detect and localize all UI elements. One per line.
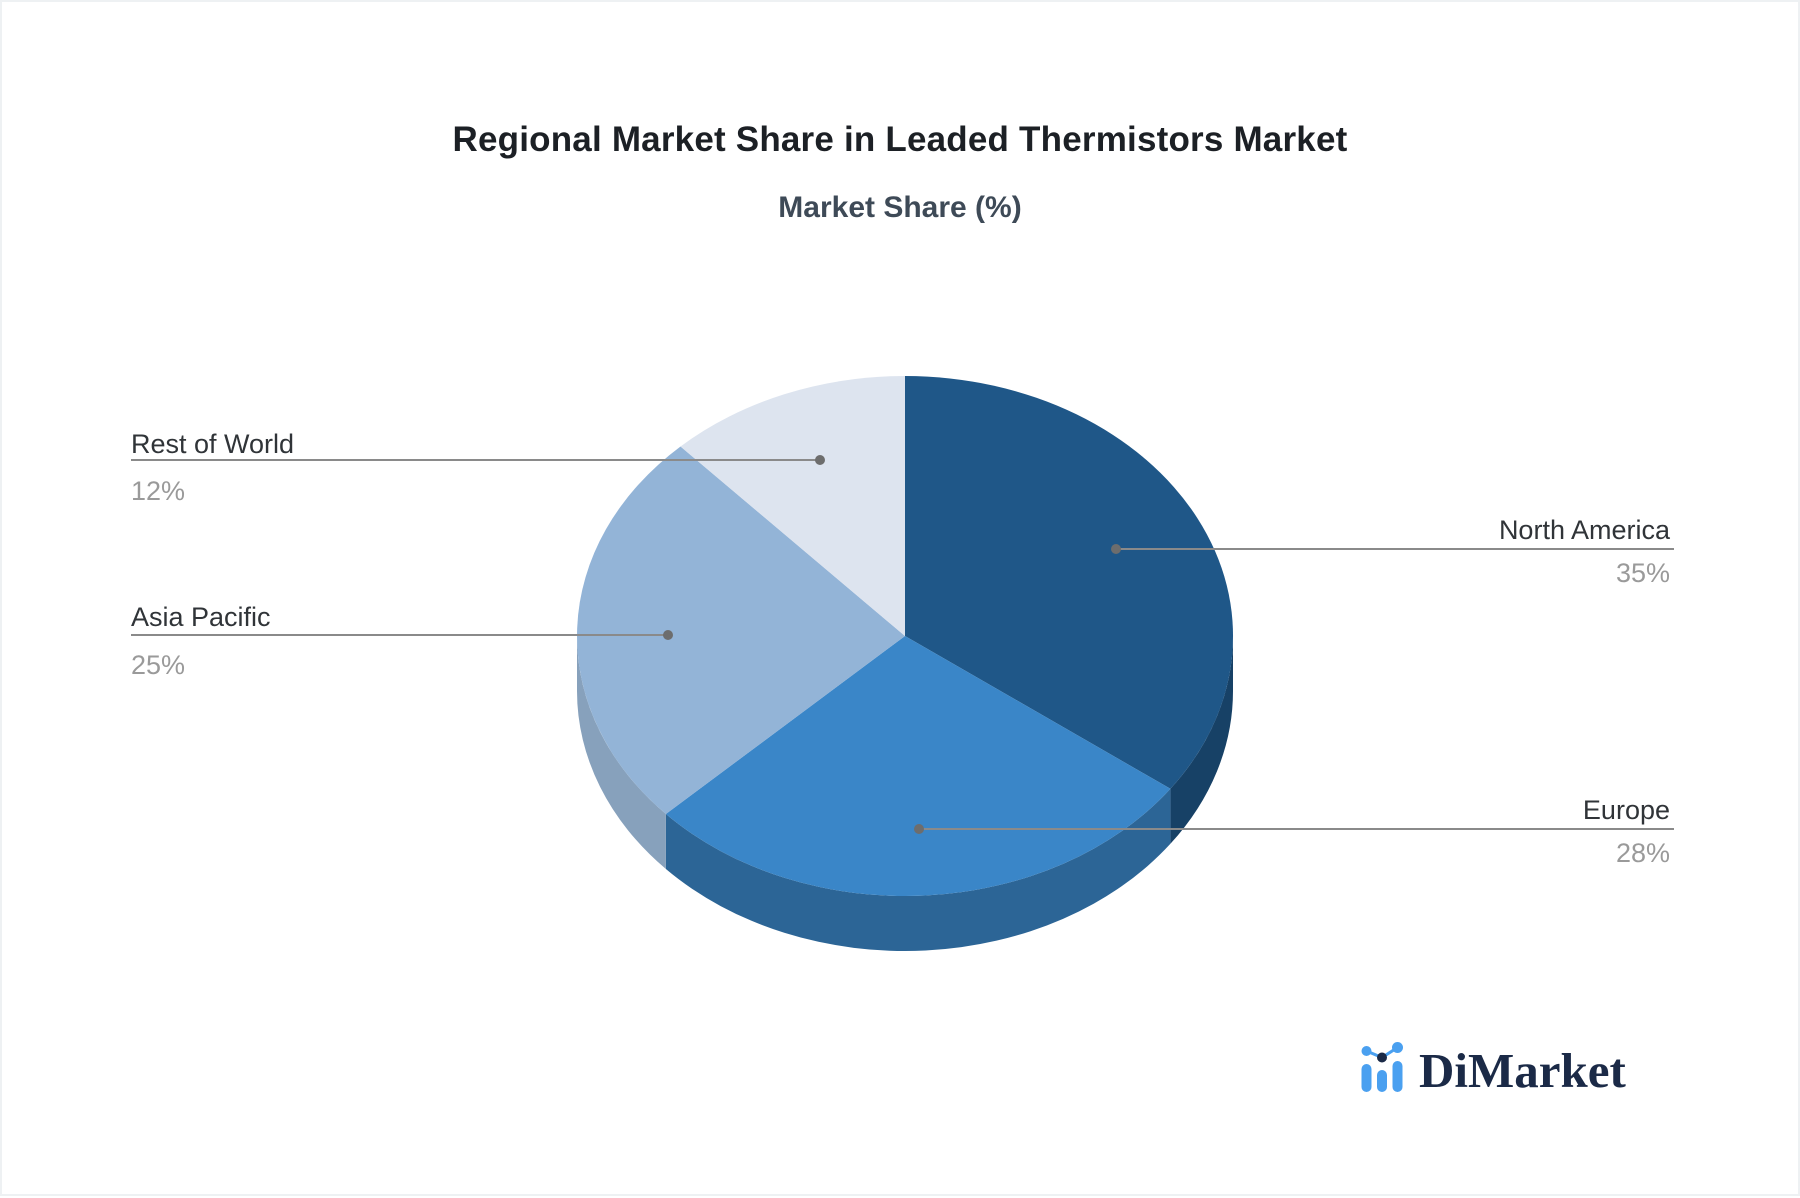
leader-dot-north-america	[1111, 544, 1121, 554]
callout-value: 28%	[1615, 838, 1670, 868]
pie-slices	[577, 376, 1234, 897]
leader-lines	[131, 455, 1674, 834]
pie-slice-side-europe	[665, 788, 1171, 952]
callout-value: 12%	[131, 476, 186, 506]
pie-slice-side-asia-pacific	[577, 636, 666, 869]
bar-line-chart-icon	[1361, 1042, 1403, 1092]
callout-rest-of-world: Rest of World	[131, 429, 294, 460]
callout-value: 25%	[131, 650, 186, 680]
pie-slice-north-america	[905, 376, 1234, 789]
callout-label: North America	[1498, 515, 1670, 545]
callout-label: Europe	[1582, 795, 1670, 825]
chart-subtitle: Market Share (%)	[778, 191, 1022, 224]
logo-text: DiMarket	[1419, 1042, 1626, 1098]
pie-slice-europe	[665, 636, 1171, 897]
pie-3d-sides	[577, 636, 1233, 952]
callout-asia-pacific-value: 25%	[131, 650, 185, 681]
callout-north-america-value: 35%	[1616, 558, 1670, 589]
pie-slice-side-north-america	[1170, 636, 1233, 844]
callout-label: Rest of World	[131, 429, 295, 459]
leader-dot-europe	[914, 824, 924, 834]
pie-slice-rest-of-world	[680, 376, 905, 636]
callout-europe: Europe	[1583, 795, 1670, 826]
callout-europe-value: 28%	[1616, 838, 1670, 869]
pie-slice-asia-pacific	[577, 446, 905, 814]
callout-rest-of-world-value: 12%	[131, 476, 185, 507]
chart-title: Regional Market Share in Leaded Thermist…	[452, 120, 1348, 159]
callout-value: 35%	[1615, 558, 1670, 588]
callout-north-america: North America	[1499, 515, 1670, 546]
callout-label: Asia Pacific	[131, 602, 271, 632]
leader-dot-rest-of-world	[815, 455, 825, 465]
callout-asia-pacific: Asia Pacific	[131, 602, 271, 633]
dimarket-logo: DiMarket	[1360, 1040, 1626, 1098]
leader-dot-asia-pacific	[663, 630, 673, 640]
